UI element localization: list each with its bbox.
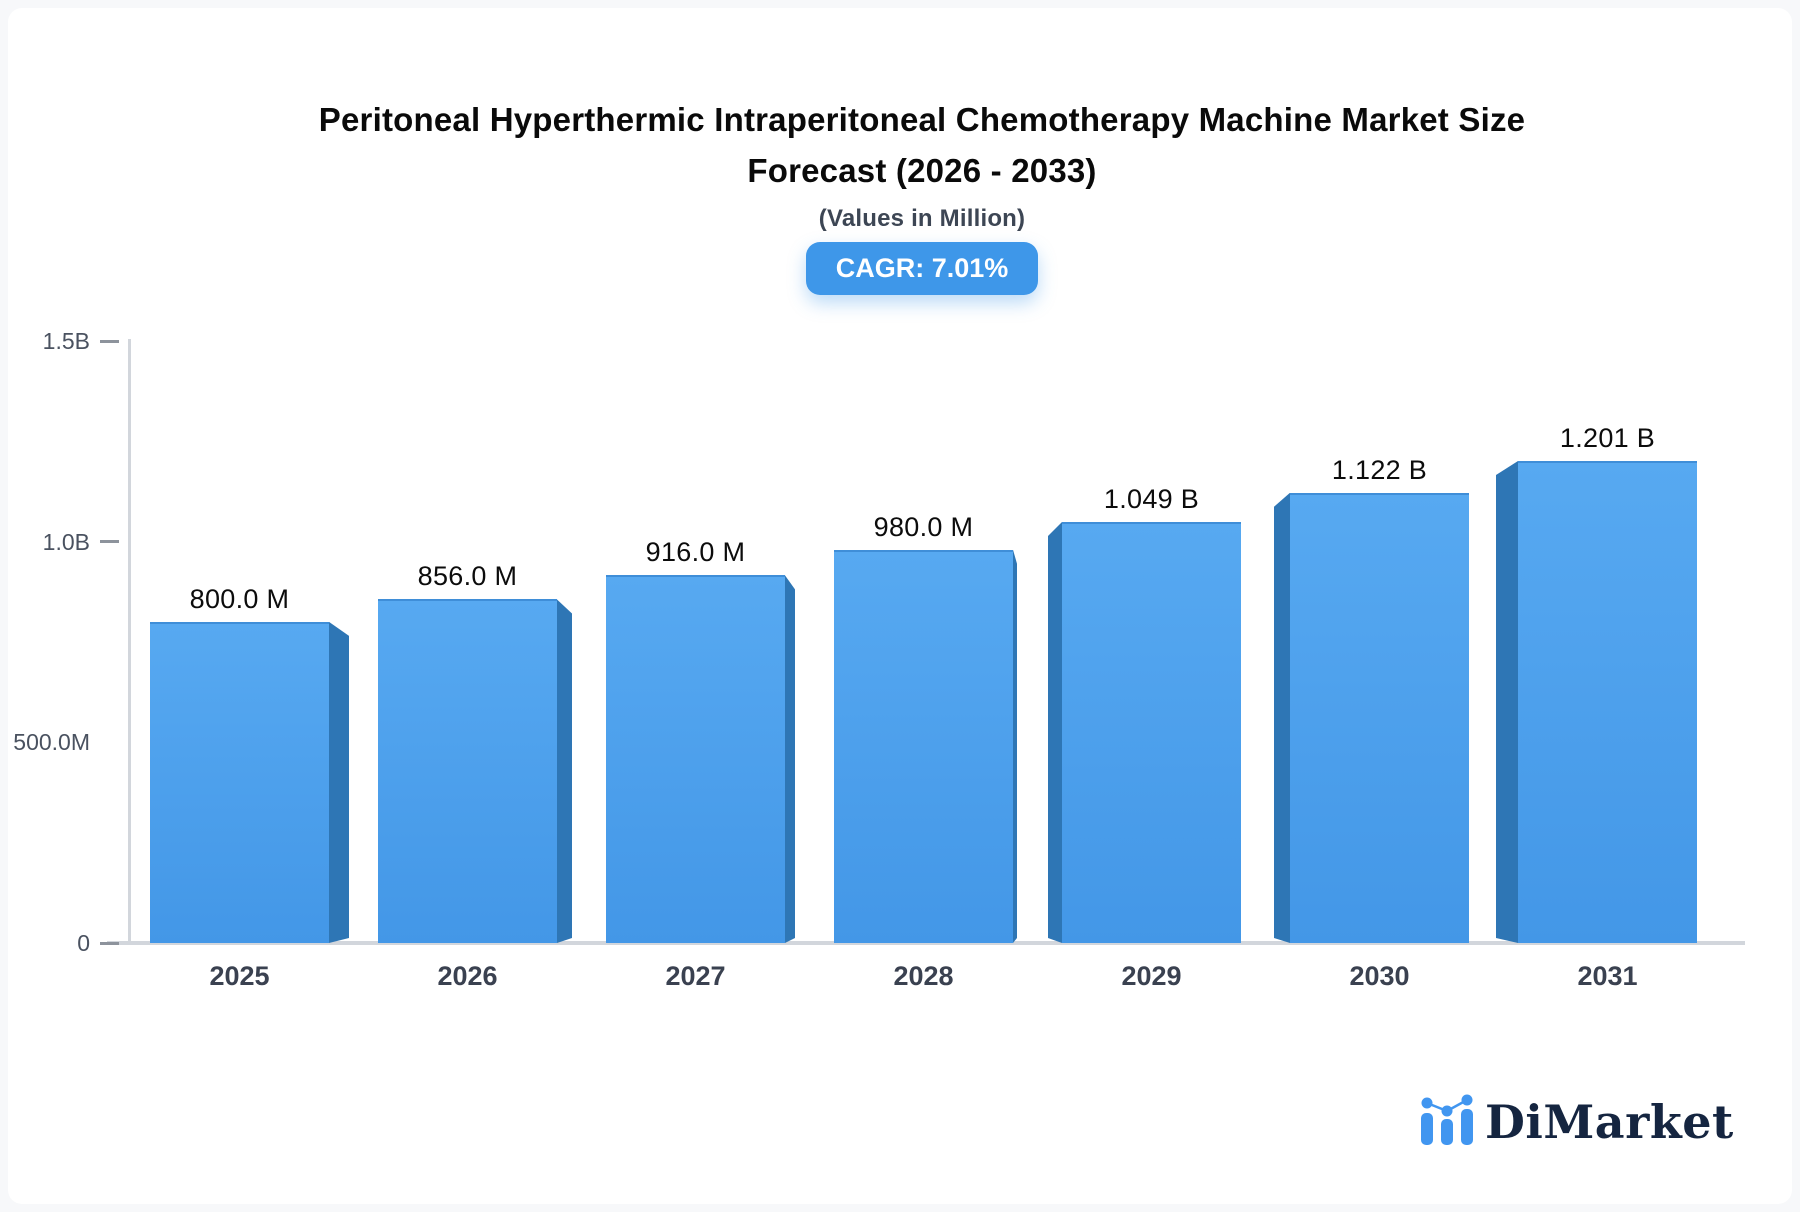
y-tick-dash: [100, 540, 119, 544]
bar-3d-side-2029: [1048, 522, 1062, 943]
chart-title-line2: Forecast (2026 - 2033): [747, 152, 1097, 189]
bar-2029: [1062, 522, 1241, 943]
brand-logo: DiMarket: [1421, 1092, 1734, 1150]
x-axis-label-2030: 2030: [1349, 961, 1410, 991]
bar-3d-side-2028: [1013, 550, 1017, 943]
y-axis-line: [128, 339, 131, 945]
bar-chart-logo-icon: [1421, 1094, 1473, 1145]
y-tick-label: 500.0M: [13, 729, 90, 756]
x-axis-label-2029: 2029: [1121, 961, 1182, 991]
y-tick-dash: [100, 941, 119, 945]
x-axis-label-2031: 2031: [1577, 961, 1638, 991]
bar-value-label: 1.049 B: [1103, 484, 1200, 514]
bar-value-label: 980.0 M: [873, 511, 974, 542]
bar-3d-side-2026: [557, 599, 572, 943]
bar-3d-side-2030: [1274, 493, 1290, 943]
chart-subtitle: (Values in Million): [818, 205, 1026, 232]
bar-value-label: 1.122 B: [1331, 454, 1428, 485]
bar-2030: [1290, 492, 1469, 943]
x-axis-label-2027: 2027: [665, 961, 726, 991]
cagr-badge: CAGR: 7.01%: [805, 242, 1039, 295]
bar-3d-side-2025: [329, 622, 349, 943]
brand-logo-text: DiMarket: [1485, 1095, 1734, 1149]
chart-header: Peritoneal Hyperthermic Intraperitoneal …: [40, 94, 1800, 295]
bar-value-label: 800.0 M: [189, 583, 290, 614]
bar-3d-side-2027: [785, 575, 795, 943]
bar-2027: [606, 575, 785, 943]
bar-2028: [834, 549, 1013, 943]
bar-3d-side-2031: [1496, 461, 1518, 943]
bar-value-label: 916.0 M: [645, 537, 746, 568]
x-axis-label-2028: 2028: [893, 961, 954, 991]
chart-title: Peritoneal Hyperthermic Intraperitoneal …: [40, 94, 1800, 196]
bar-2026: [378, 599, 557, 943]
y-tick-label: 1.5B: [42, 328, 90, 354]
x-axis-label-2026: 2026: [437, 961, 498, 991]
bar-value-label: 856.0 M: [417, 561, 518, 592]
chart-title-line1: Peritoneal Hyperthermic Intraperitoneal …: [318, 101, 1526, 138]
y-tick-dash: [100, 339, 119, 343]
bar-2025: [150, 621, 329, 943]
y-tick-label: 0: [77, 930, 90, 956]
x-axis-label-2025: 2025: [209, 961, 270, 991]
y-tick-label: 1.0B: [42, 528, 90, 555]
bar-value-label: 1.201 B: [1559, 422, 1656, 453]
bar-2031: [1518, 460, 1697, 943]
x-axis-baseline: [107, 941, 1745, 945]
